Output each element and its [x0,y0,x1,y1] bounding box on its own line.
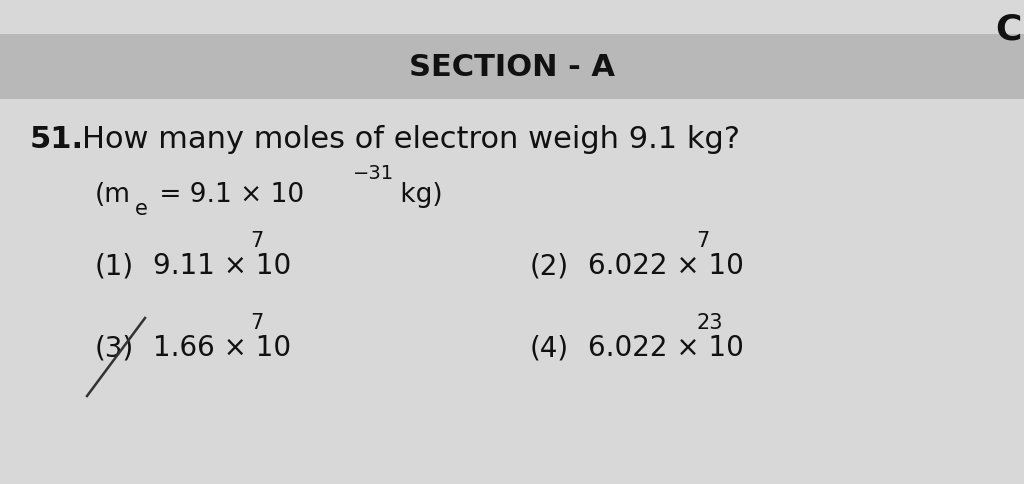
Text: 7: 7 [250,313,263,333]
Text: = 9.1 × 10: = 9.1 × 10 [151,182,304,208]
Text: kg): kg) [392,182,442,208]
FancyBboxPatch shape [0,34,1024,99]
Text: 6.022 × 10: 6.022 × 10 [588,334,743,362]
Text: (m: (m [95,182,131,208]
Text: (2): (2) [530,252,569,280]
Text: C: C [995,12,1022,46]
Text: −31: −31 [353,164,394,183]
Text: 7: 7 [250,231,263,251]
Text: How many moles of electron weigh 9.1 kg?: How many moles of electron weigh 9.1 kg? [82,124,740,153]
Text: 1.66 × 10: 1.66 × 10 [153,334,291,362]
Text: 7: 7 [696,231,710,251]
Text: SECTION - A: SECTION - A [409,52,615,81]
Text: 23: 23 [696,313,723,333]
Text: 6.022 × 10: 6.022 × 10 [588,252,743,280]
Text: (3): (3) [95,334,134,362]
Text: (4): (4) [530,334,569,362]
Text: (1): (1) [95,252,134,280]
Text: 9.11 × 10: 9.11 × 10 [153,252,291,280]
Text: e: e [135,199,147,219]
Text: 51.: 51. [30,124,84,153]
